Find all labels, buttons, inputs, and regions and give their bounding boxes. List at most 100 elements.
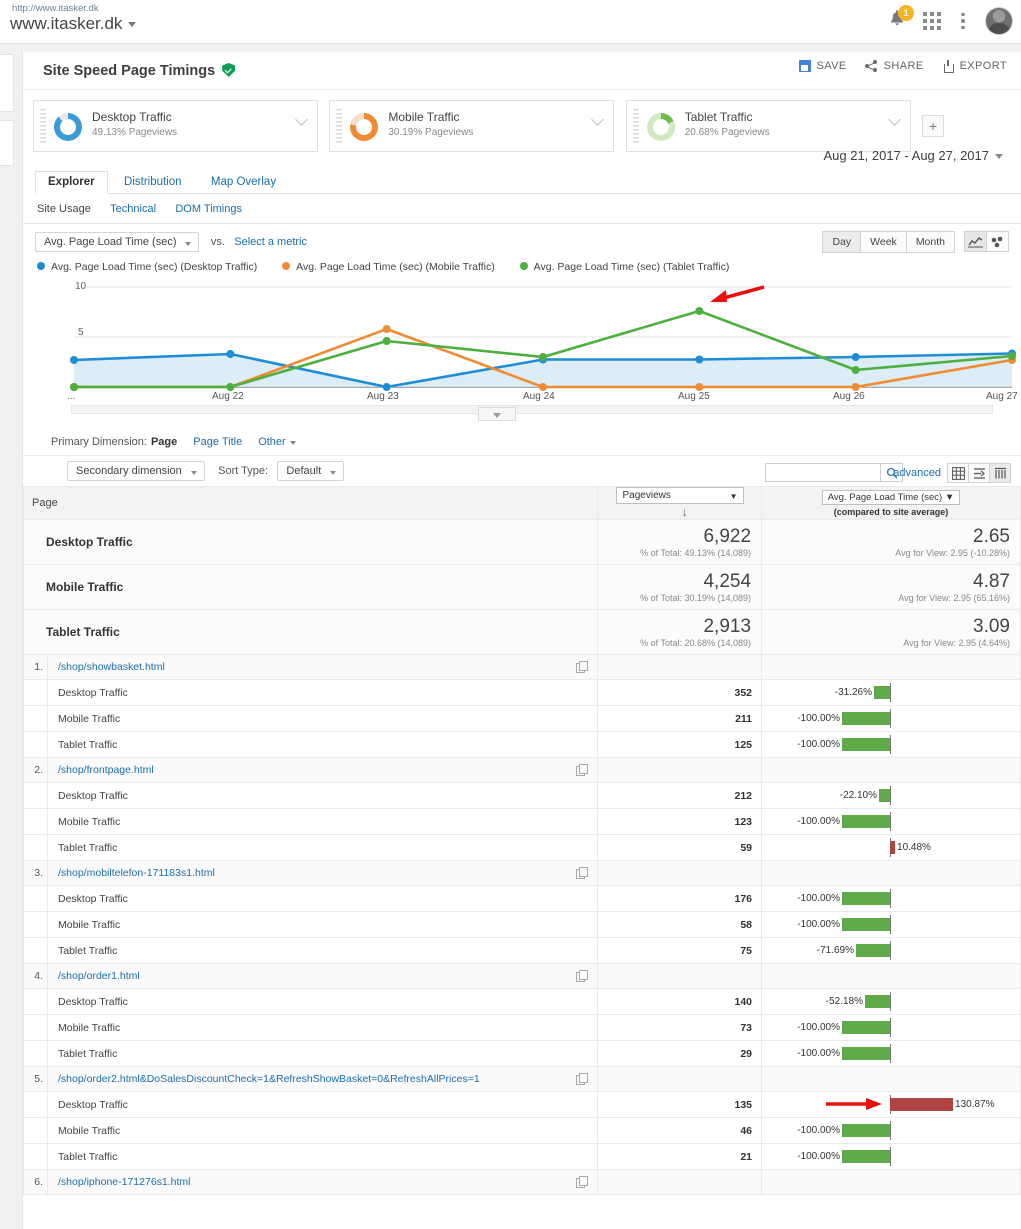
table-view-icon[interactable]	[947, 463, 969, 483]
primary-dimension-label: Primary Dimension:	[51, 436, 147, 448]
open-page-icon[interactable]	[576, 1073, 589, 1085]
search-input[interactable]	[765, 463, 881, 482]
compare-axis	[890, 735, 892, 754]
donut-icon-mobile	[350, 113, 379, 141]
date-range-picker[interactable]: Aug 21, 2017 - Aug 27, 2017	[823, 148, 1003, 163]
page-title: Site Speed Page Timings	[43, 63, 236, 79]
secondary-dimension-select[interactable]: Secondary dimension	[67, 461, 205, 481]
legend-dot-desktop	[37, 262, 45, 270]
group-pageviews-cell	[597, 654, 763, 680]
plt-metric-button[interactable]: Avg. Page Load Time (sec) ▼	[821, 490, 961, 505]
total-plt-sub: Avg for View: 2.95 (-10.28%)	[895, 547, 1010, 558]
th-page-load-time: Avg. Page Load Time (sec) ▼ (compared to…	[761, 486, 1021, 520]
site-name-label: www.itasker.dk	[10, 14, 123, 33]
total-pageviews-cell: 2,913% of Total: 20.68% (14,089)	[597, 609, 763, 655]
segment-card-desktop[interactable]: Desktop Traffic 49.13% Pageviews	[33, 100, 318, 152]
search-button[interactable]	[881, 463, 903, 482]
compare-axis	[890, 1018, 892, 1037]
table-row: Mobile Traffic 46 -100.00%	[23, 1117, 1021, 1144]
page-link[interactable]: /shop/order1.html	[58, 970, 140, 982]
segment-sub: 49.13% Pageviews	[92, 127, 178, 138]
drag-grip-icon[interactable]	[40, 109, 46, 145]
chart-scrollbar[interactable]	[71, 405, 993, 414]
page-link[interactable]: /shop/frontpage.html	[58, 764, 154, 776]
compare-cell: -100.00%	[761, 1040, 1021, 1067]
subtab-dom-timings[interactable]: DOM Timings	[175, 203, 242, 215]
primary-dimension-page-title[interactable]: Page Title	[193, 436, 243, 448]
open-page-icon[interactable]	[576, 970, 589, 982]
export-button[interactable]: EXPORT	[942, 60, 1007, 73]
more-options-icon[interactable]	[955, 12, 971, 30]
y-tick-10: 10	[75, 281, 87, 292]
notifications-button[interactable]: 1	[887, 5, 914, 33]
magnifier-icon	[886, 467, 898, 479]
chevron-down-icon[interactable]	[296, 115, 307, 122]
share-label: SHARE	[883, 60, 924, 72]
page-link[interactable]: /shop/mobiltelefon-171183s1.html	[58, 867, 215, 879]
advanced-filter-link[interactable]: advanced	[893, 467, 941, 479]
page-link[interactable]: /shop/showbasket.html	[58, 661, 165, 673]
metric-select[interactable]: Avg. Page Load Time (sec)	[35, 232, 200, 252]
compare-cell: -52.18%	[761, 988, 1021, 1015]
line-chart-icon[interactable]	[964, 231, 987, 252]
segment-bar: Desktop Traffic 49.13% Pageviews Mobile …	[23, 90, 1021, 166]
account-switcher[interactable]: www.itasker.dk	[10, 14, 137, 34]
segment-name: Desktop Traffic	[92, 110, 172, 124]
segment-name-cell: Desktop Traffic	[46, 885, 599, 912]
open-page-icon[interactable]	[576, 1176, 589, 1188]
open-page-icon[interactable]	[576, 764, 589, 776]
subtab-technical[interactable]: Technical	[110, 203, 157, 215]
table-controls: Secondary dimension Sort Type: Default a…	[23, 456, 1021, 486]
granularity-month[interactable]: Month	[905, 231, 955, 253]
sort-descending-icon[interactable]: ↓	[681, 504, 688, 519]
compare-cell: -22.10%	[761, 782, 1021, 809]
pageviews-metric-select[interactable]: Pageviews ▼	[615, 487, 744, 504]
table-row-group: 1. /shop/showbasket.html	[23, 654, 1021, 680]
drag-grip-icon[interactable]	[336, 109, 343, 145]
segment-card-tablet[interactable]: Tablet Traffic 20.68% Pageviews	[625, 100, 911, 152]
chart-expand-handle[interactable]	[478, 407, 516, 421]
pivot-view-icon[interactable]	[968, 463, 990, 483]
drag-grip-icon[interactable]	[632, 109, 639, 145]
segment-sub: 30.19% Pageviews	[388, 127, 474, 138]
x-tick-aug22: Aug 22	[212, 391, 244, 402]
segment-name-cell: Desktop Traffic	[46, 988, 599, 1015]
compare-bar	[890, 1098, 954, 1111]
compare-cell: -100.00%	[761, 1143, 1021, 1170]
primary-dimension-other[interactable]: Other	[258, 436, 296, 448]
segment-name-cell: Tablet Traffic	[46, 1143, 599, 1170]
chevron-down-icon[interactable]	[592, 115, 603, 122]
x-tick-aug26: Aug 26	[833, 391, 865, 402]
table-row-group: 5. /shop/order2.html&DoSalesDiscountCheck…	[23, 1066, 1021, 1092]
row-index-spacer	[23, 1040, 48, 1067]
open-page-icon[interactable]	[576, 867, 589, 879]
chevron-down-icon[interactable]	[889, 115, 900, 122]
segment-card-mobile[interactable]: Mobile Traffic 30.19% Pageviews	[329, 100, 615, 152]
scatter-chart-icon[interactable]	[986, 231, 1009, 252]
page-link[interactable]: /shop/order2.html&DoSalesDiscountCheck=1…	[58, 1073, 480, 1085]
tab-map-overlay[interactable]: Map Overlay	[210, 176, 277, 188]
save-button[interactable]: SAVE	[798, 60, 847, 72]
segment-name-cell: Mobile Traffic	[46, 911, 599, 938]
share-button[interactable]: SHARE	[864, 60, 924, 72]
apps-grid-icon[interactable]	[923, 12, 941, 30]
pageviews-cell: 59	[597, 834, 763, 861]
open-page-icon[interactable]	[576, 661, 589, 673]
table-row-group: 2. /shop/frontpage.html	[23, 757, 1021, 783]
tab-distribution[interactable]: Distribution	[124, 176, 182, 188]
group-plt-cell	[761, 963, 1021, 989]
pageviews-cell: 21	[597, 1143, 763, 1170]
tab-explorer[interactable]: Explorer	[35, 171, 108, 194]
page-link[interactable]: /shop/iphone-171276s1.html	[58, 1176, 191, 1188]
th-pageviews: Pageviews ▼ ↓	[597, 486, 763, 520]
select-a-metric-link[interactable]: Select a metric	[234, 236, 307, 248]
comparison-view-icon[interactable]	[989, 463, 1011, 483]
add-segment-button[interactable]: +	[922, 115, 945, 137]
compare-cell: 10.48%	[761, 834, 1021, 861]
sort-type-select[interactable]: Default	[277, 461, 345, 481]
avatar[interactable]	[985, 7, 1013, 35]
granularity-week[interactable]: Week	[860, 231, 907, 253]
granularity-day[interactable]: Day	[822, 231, 862, 253]
x-tick-aug24: Aug 24	[523, 391, 555, 402]
subtab-site-usage[interactable]: Site Usage	[37, 203, 91, 215]
